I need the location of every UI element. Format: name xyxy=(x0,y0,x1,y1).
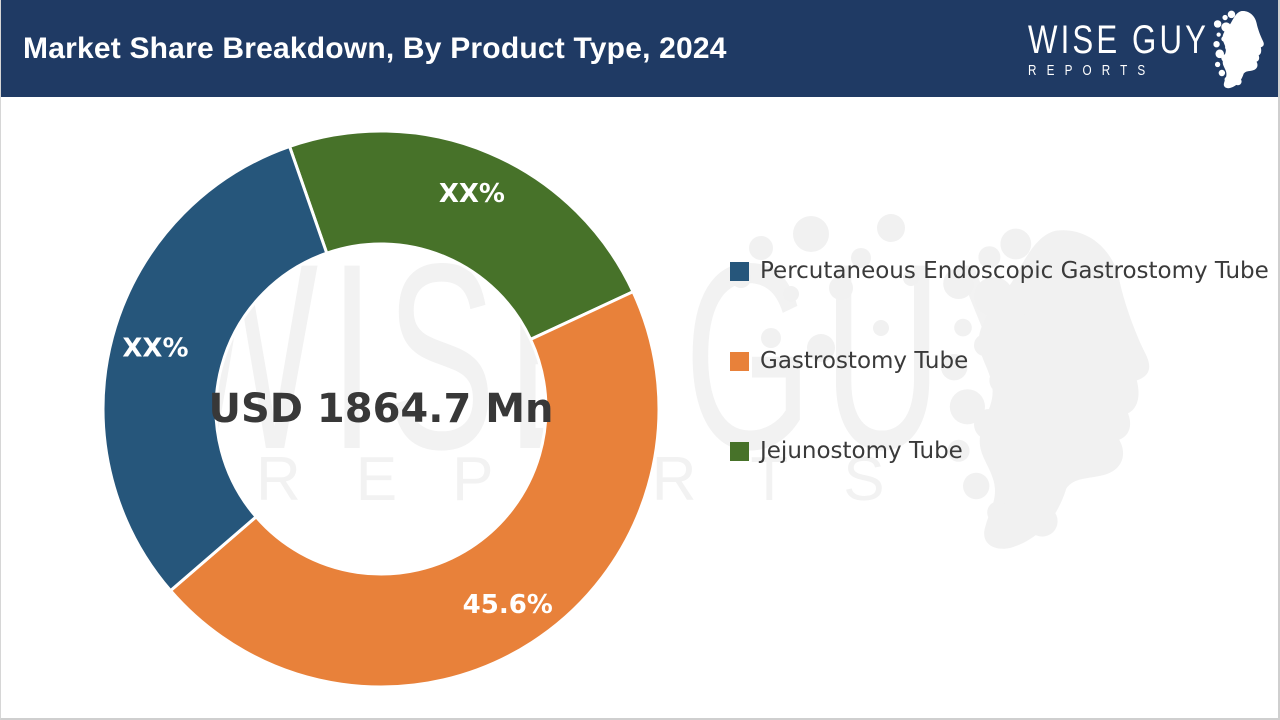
donut-segment-jejunostomy-tube xyxy=(288,129,635,341)
legend-item-jejunostomy-tube: Jejunostomy Tube xyxy=(730,433,1269,469)
slice-label-jejunostomy-tube: XX% xyxy=(439,179,505,209)
legend-label: Gastrostomy Tube xyxy=(760,348,969,374)
slice-label-gastrostomy-tube: 45.6% xyxy=(463,590,553,620)
legend: Percutaneous Endoscopic Gastrostomy Tube… xyxy=(730,253,1269,469)
brand-logo-text: WISE GUY REPORTS xyxy=(1028,19,1209,79)
donut-chart: XX% 45.6% XX% xyxy=(101,129,661,689)
brand-logo: WISE GUY REPORTS xyxy=(977,6,1269,92)
logo-face-icon xyxy=(1213,10,1264,89)
donut-center-label: USD 1864.7 Mn xyxy=(208,386,554,432)
brand-name: WISE GUY xyxy=(1028,18,1209,62)
legend-swatch xyxy=(730,441,749,461)
legend-label: Percutaneous Endoscopic Gastrostomy Tube xyxy=(760,258,1269,284)
legend-swatch xyxy=(730,351,749,371)
legend-item-gastrostomy-tube: Gastrostomy Tube xyxy=(730,343,1269,379)
donut-segment-percutaneous-endoscopic-gastrostomy-tube xyxy=(101,144,329,593)
page-title: Market Share Breakdown, By Product Type,… xyxy=(23,31,727,65)
legend-item-percutaneous-endoscopic-gastrostomy-tube: Percutaneous Endoscopic Gastrostomy Tube xyxy=(730,253,1269,289)
legend-label: Jejunostomy Tube xyxy=(760,438,963,464)
donut-segment-gastrostomy-tube xyxy=(169,290,661,689)
header: Market Share Breakdown, By Product Type,… xyxy=(1,0,1278,97)
legend-swatch xyxy=(730,261,749,281)
brand-subname: REPORTS xyxy=(1028,62,1156,79)
slice-label-percutaneous-endoscopic-gastrostomy-tube: XX% xyxy=(122,334,188,364)
